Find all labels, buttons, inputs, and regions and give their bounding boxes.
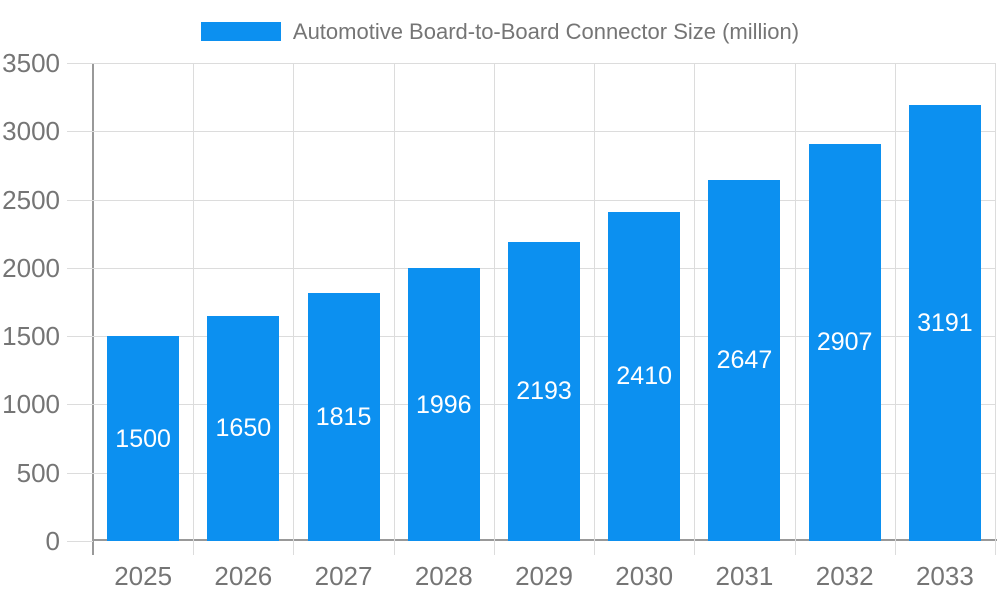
- bar-2030[interactable]: [608, 211, 681, 541]
- bar-value-label: 2647: [716, 346, 773, 375]
- x-axis-tick: [193, 541, 195, 555]
- bar-2027[interactable]: [307, 293, 380, 541]
- x-axis-label: 2033: [915, 561, 974, 591]
- y-axis-label: 2500: [2, 184, 60, 215]
- y-axis-tick: [67, 131, 93, 133]
- x-axis-tick: [293, 541, 295, 555]
- x-gridline: [594, 63, 596, 541]
- x-gridline: [694, 63, 696, 541]
- bar-value-label: 2410: [616, 362, 673, 391]
- y-axis-tick: [67, 199, 93, 201]
- bar-value-label: 1996: [415, 390, 472, 419]
- bar-2029[interactable]: [508, 241, 580, 541]
- y-axis-label: 500: [16, 457, 60, 488]
- y-axis-label: 2000: [2, 252, 60, 283]
- legend-swatch-icon: [200, 22, 281, 41]
- y-gridline: [93, 199, 995, 201]
- x-gridline: [794, 63, 796, 541]
- x-gridline: [393, 63, 395, 541]
- y-gridline: [93, 63, 995, 64]
- y-axis-tick: [67, 472, 93, 474]
- y-axis-label: 1000: [2, 389, 60, 420]
- y-axis-line: [92, 63, 94, 555]
- bar-2032[interactable]: [808, 144, 881, 541]
- bar-value-label: 3191: [917, 309, 973, 338]
- x-gridline: [193, 63, 195, 541]
- bar-2033[interactable]: [908, 105, 981, 541]
- x-axis-label: 2025: [114, 561, 173, 591]
- x-axis-label: 2032: [815, 561, 874, 591]
- bar-2025[interactable]: [107, 336, 180, 541]
- bar-value-label: 1815: [315, 403, 372, 432]
- y-axis-label: 1500: [2, 321, 60, 352]
- y-axis-label: 3000: [2, 116, 60, 147]
- x-axis-tick: [894, 541, 896, 555]
- y-axis-tick: [67, 336, 93, 338]
- y-axis-tick: [67, 63, 93, 64]
- bar-value-label: 2907: [816, 328, 873, 357]
- y-axis-tick: [67, 404, 93, 406]
- y-axis-tick: [67, 267, 93, 269]
- x-gridline: [995, 63, 996, 541]
- x-axis-label: 2026: [214, 561, 273, 591]
- x-axis-tick: [995, 541, 996, 555]
- x-axis-label: 2028: [414, 561, 473, 591]
- y-axis-label: 0: [45, 526, 60, 556]
- y-gridline: [93, 131, 995, 133]
- bar-2028[interactable]: [407, 268, 480, 541]
- x-axis-tick: [393, 541, 395, 555]
- plot-area: 0 500 1000 1500 2000 2500 3000 3500 1500 2025 1650…: [2, 48, 996, 591]
- x-axis-tick: [493, 541, 495, 555]
- x-axis-tick: [594, 541, 596, 555]
- bar-2026[interactable]: [207, 315, 280, 541]
- bar-2031[interactable]: [708, 179, 781, 541]
- x-axis-label: 2027: [314, 561, 373, 591]
- bar-value-label: 1650: [215, 414, 272, 443]
- x-axis-label: 2030: [615, 561, 674, 591]
- y-axis-tick: [67, 541, 93, 542]
- legend-item[interactable]: Automotive Board-to-Board Connector Size…: [0, 18, 1000, 44]
- x-axis-tick: [694, 541, 696, 555]
- x-gridline: [293, 63, 295, 541]
- y-axis-label: 3500: [2, 48, 60, 78]
- x-axis-label: 2029: [515, 561, 573, 591]
- bar-value-label: 2193: [516, 377, 572, 406]
- bar-value-label: 1500: [115, 424, 171, 453]
- x-gridline: [493, 63, 495, 541]
- x-gridline: [894, 63, 896, 541]
- x-axis-tick: [794, 541, 796, 555]
- x-axis-label: 2031: [715, 561, 774, 591]
- legend-label: Automotive Board-to-Board Connector Size…: [292, 18, 800, 44]
